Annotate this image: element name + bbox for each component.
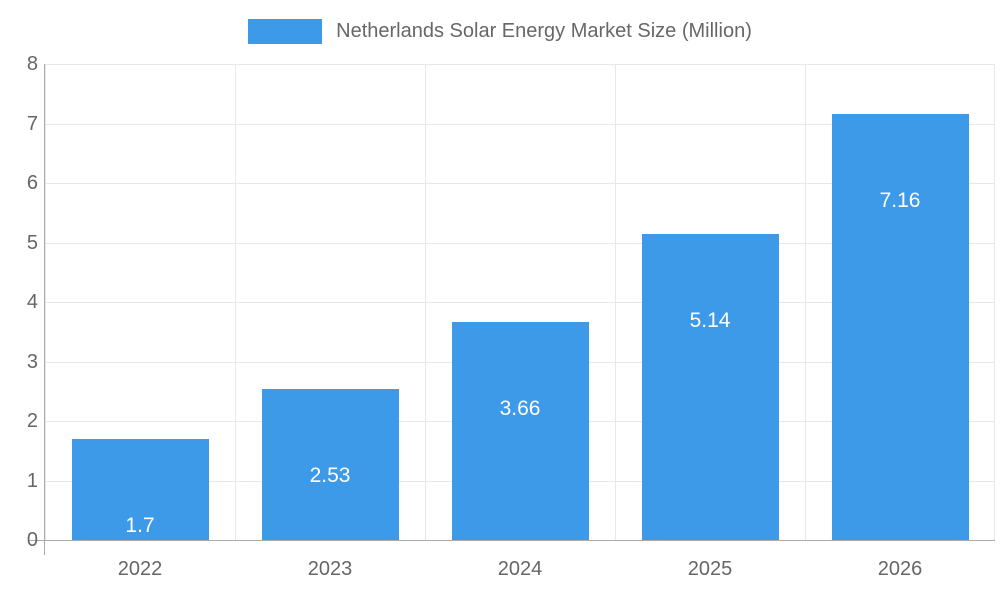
gridline-horizontal <box>45 183 995 184</box>
y-axis-line <box>44 64 45 555</box>
gridline-horizontal <box>45 302 995 303</box>
gridline-horizontal <box>45 123 995 125</box>
bar-value-label: 7.16 <box>879 188 921 212</box>
y-axis-tick-label: 5 <box>26 231 38 254</box>
x-axis-tick-label: 2022 <box>117 558 163 580</box>
bar-slot: 2.53 <box>261 64 399 540</box>
bar[interactable] <box>261 389 399 540</box>
bar[interactable] <box>831 113 969 540</box>
bar-value-label: 3.66 <box>499 397 541 421</box>
y-axis-tick-label: 7 <box>26 112 38 135</box>
x-axis-tick-label: 2023 <box>307 558 353 580</box>
bar-series: 1.7 2.53 3.66 5.14 7.16 <box>45 64 995 540</box>
bar-slot: 1.7 <box>71 64 209 540</box>
legend-color-swatch[interactable] <box>248 18 323 44</box>
bar-value-label: 2.53 <box>309 464 351 488</box>
bar[interactable] <box>641 234 779 540</box>
gridline-vertical <box>615 64 616 540</box>
y-axis-tick-label: 8 <box>26 53 38 75</box>
gridline-vertical <box>994 64 995 540</box>
gridline-vertical <box>805 64 806 540</box>
bar-slot: 3.66 <box>451 64 589 540</box>
bar-value-label: 5.14 <box>689 309 731 333</box>
y-axis-tick-label: 0 <box>26 529 38 551</box>
gridline-horizontal <box>45 242 995 244</box>
y-axis-tick-label: 2 <box>26 410 38 432</box>
bar-slot: 7.16 <box>831 64 969 540</box>
bar-value-label: 1.7 <box>125 513 155 537</box>
bar[interactable] <box>71 438 209 540</box>
x-axis-line <box>28 540 995 541</box>
x-axis-tick-label: 2026 <box>877 558 923 580</box>
gridline-vertical <box>235 64 236 540</box>
gridline-horizontal <box>45 64 995 65</box>
bar-slot: 5.14 <box>641 64 779 540</box>
y-axis-tick-label: 1 <box>26 469 38 492</box>
y-axis-tick-label: 6 <box>26 172 38 194</box>
x-axis-labels: 2022 2023 2024 2025 2026 <box>45 558 995 586</box>
y-axis-labels: 8 7 6 5 4 3 2 1 0 <box>0 0 38 600</box>
y-axis-tick-label: 4 <box>26 291 38 313</box>
gridline-vertical <box>425 64 426 540</box>
y-axis-tick-label: 3 <box>26 350 38 373</box>
x-axis-tick-label: 2024 <box>497 558 543 580</box>
bar[interactable] <box>451 322 589 540</box>
gridline-vertical <box>45 64 46 540</box>
legend-series-label: Netherlands Solar Energy Market Size (Mi… <box>336 20 752 42</box>
x-axis-tick-label: 2025 <box>687 558 733 580</box>
chart-legend[interactable]: Netherlands Solar Energy Market Size (Mi… <box>0 14 1000 48</box>
